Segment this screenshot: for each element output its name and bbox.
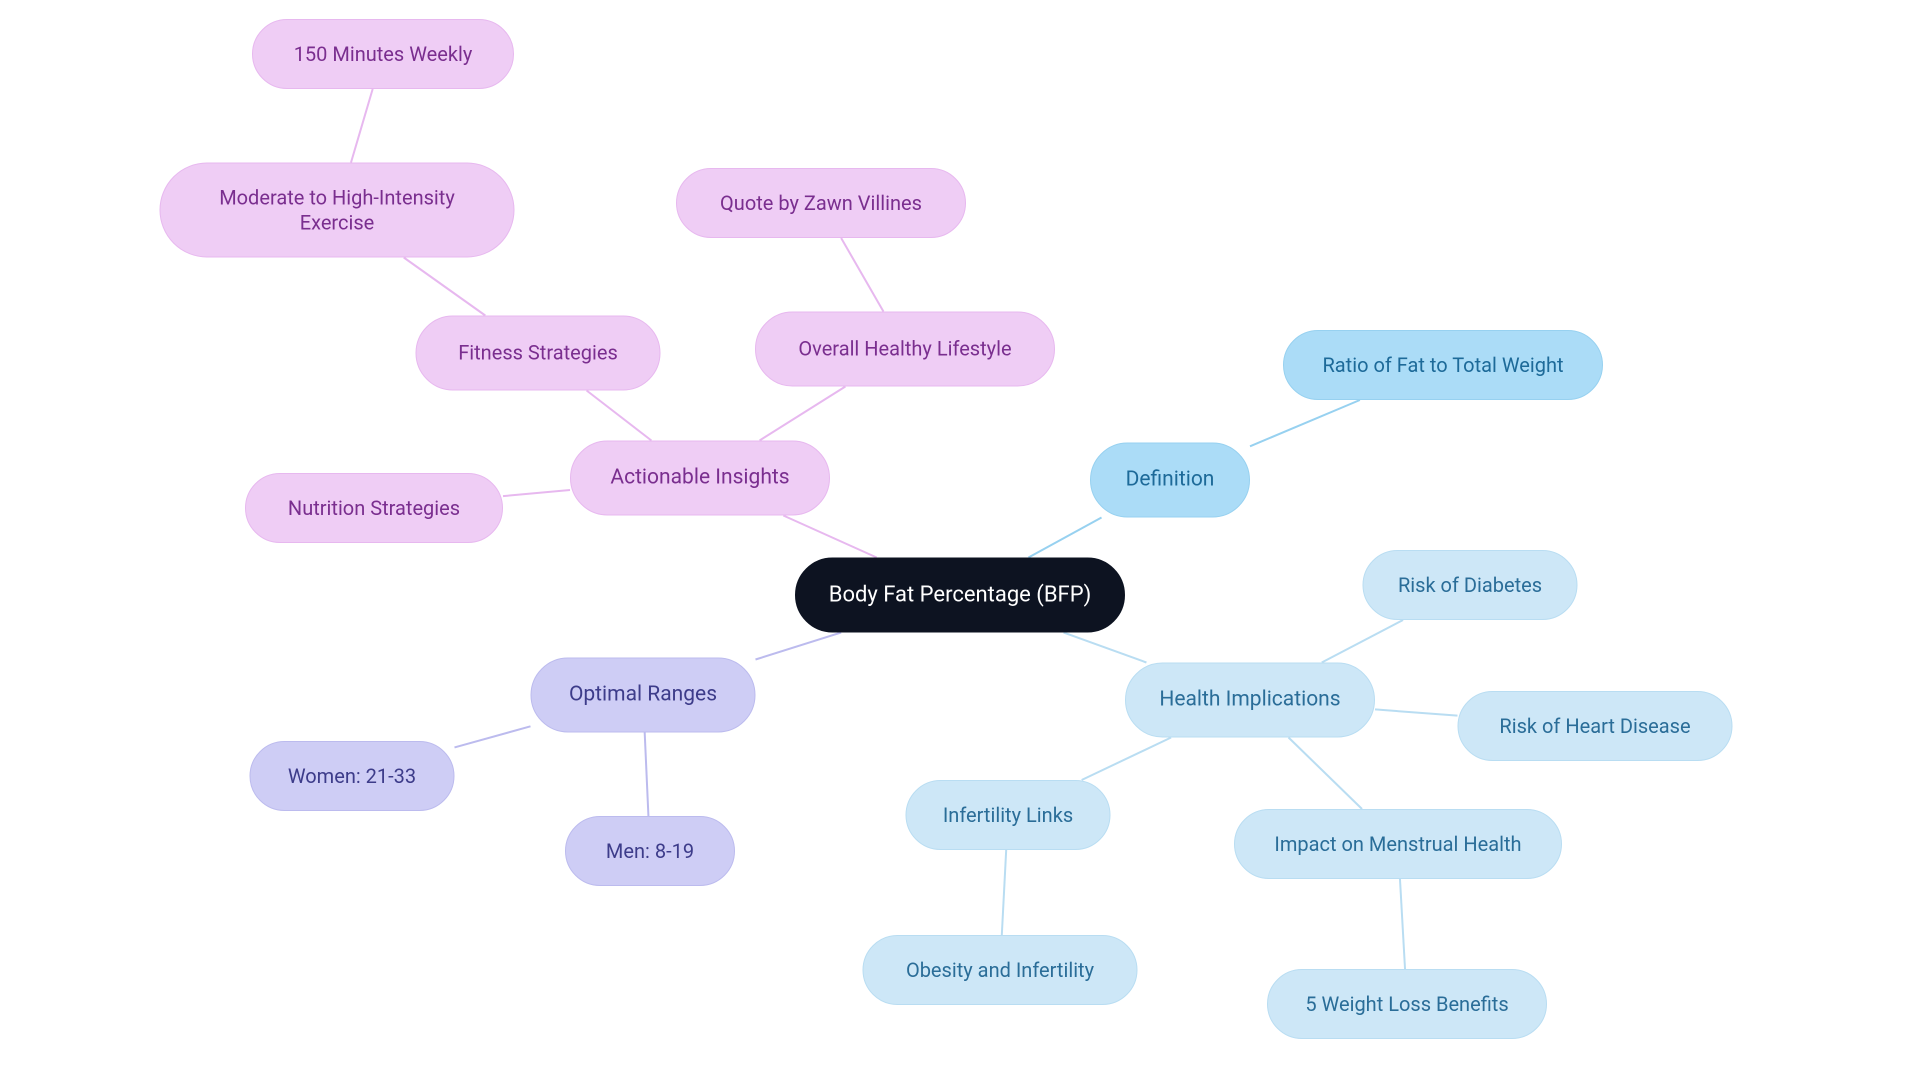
edge — [587, 391, 652, 441]
node-label: Overall Healthy Lifestyle — [798, 337, 1011, 362]
edge — [1375, 709, 1458, 715]
node-moderate: Moderate to High-Intensity Exercise — [160, 163, 515, 258]
node-diabetes: Risk of Diabetes — [1363, 550, 1578, 620]
node-quote: Quote by Zawn Villines — [676, 168, 966, 238]
edge — [351, 89, 373, 163]
node-label: Actionable Insights — [610, 465, 789, 491]
node-obesity: Obesity and Infertility — [863, 935, 1138, 1005]
edge — [1082, 738, 1171, 781]
edge — [1250, 400, 1360, 446]
node-label: Ratio of Fat to Total Weight — [1322, 353, 1563, 378]
node-label: Definition — [1126, 467, 1215, 493]
edge — [455, 726, 531, 747]
node-men: Men: 8-19 — [565, 816, 735, 886]
node-label: Fitness Strategies — [458, 341, 618, 366]
node-heart: Risk of Heart Disease — [1458, 691, 1733, 761]
edge — [760, 387, 846, 441]
node-label: Infertility Links — [943, 803, 1073, 828]
edge — [783, 516, 876, 558]
node-definition: Definition — [1090, 443, 1250, 518]
node-minutes: 150 Minutes Weekly — [252, 19, 514, 89]
edge — [404, 258, 486, 316]
node-label: Body Fat Percentage (BFP) — [829, 581, 1092, 609]
node-root: Body Fat Percentage (BFP) — [795, 558, 1125, 633]
node-label: Risk of Diabetes — [1398, 573, 1542, 598]
node-women: Women: 21-33 — [250, 741, 455, 811]
node-label: Optimal Ranges — [569, 682, 717, 708]
edge — [503, 490, 570, 496]
edge — [1400, 879, 1405, 969]
node-label: Quote by Zawn Villines — [720, 191, 922, 216]
node-nutrition: Nutrition Strategies — [245, 473, 503, 543]
node-ratio: Ratio of Fat to Total Weight — [1283, 330, 1603, 400]
node-infertility: Infertility Links — [906, 780, 1111, 850]
node-label: Obesity and Infertility — [906, 958, 1094, 983]
edge — [1002, 850, 1006, 935]
node-label: Nutrition Strategies — [288, 496, 460, 521]
edge — [1289, 738, 1362, 810]
node-fitness: Fitness Strategies — [416, 316, 661, 391]
node-label: 150 Minutes Weekly — [294, 42, 473, 67]
node-weightloss: 5 Weight Loss Benefits — [1267, 969, 1547, 1039]
edge — [1028, 518, 1101, 558]
node-health: Health Implications — [1125, 663, 1375, 738]
edge — [756, 633, 842, 660]
edge — [1322, 620, 1403, 663]
node-label: Women: 21-33 — [288, 764, 416, 789]
node-menstrual: Impact on Menstrual Health — [1234, 809, 1562, 879]
mindmap-canvas: Body Fat Percentage (BFP) Definition Ratio… — [0, 0, 1920, 1083]
edge — [841, 238, 883, 312]
node-label: Impact on Menstrual Health — [1274, 832, 1521, 857]
node-insights: Actionable Insights — [570, 441, 830, 516]
node-lifestyle: Overall Healthy Lifestyle — [755, 312, 1055, 387]
node-label: 5 Weight Loss Benefits — [1305, 992, 1508, 1017]
edge — [645, 733, 649, 817]
node-label: Moderate to High-Intensity Exercise — [219, 185, 455, 235]
node-label: Risk of Heart Disease — [1499, 714, 1690, 739]
node-optimal: Optimal Ranges — [531, 658, 756, 733]
node-label: Health Implications — [1159, 687, 1340, 713]
edge — [1064, 633, 1147, 663]
node-label: Men: 8-19 — [606, 839, 694, 864]
